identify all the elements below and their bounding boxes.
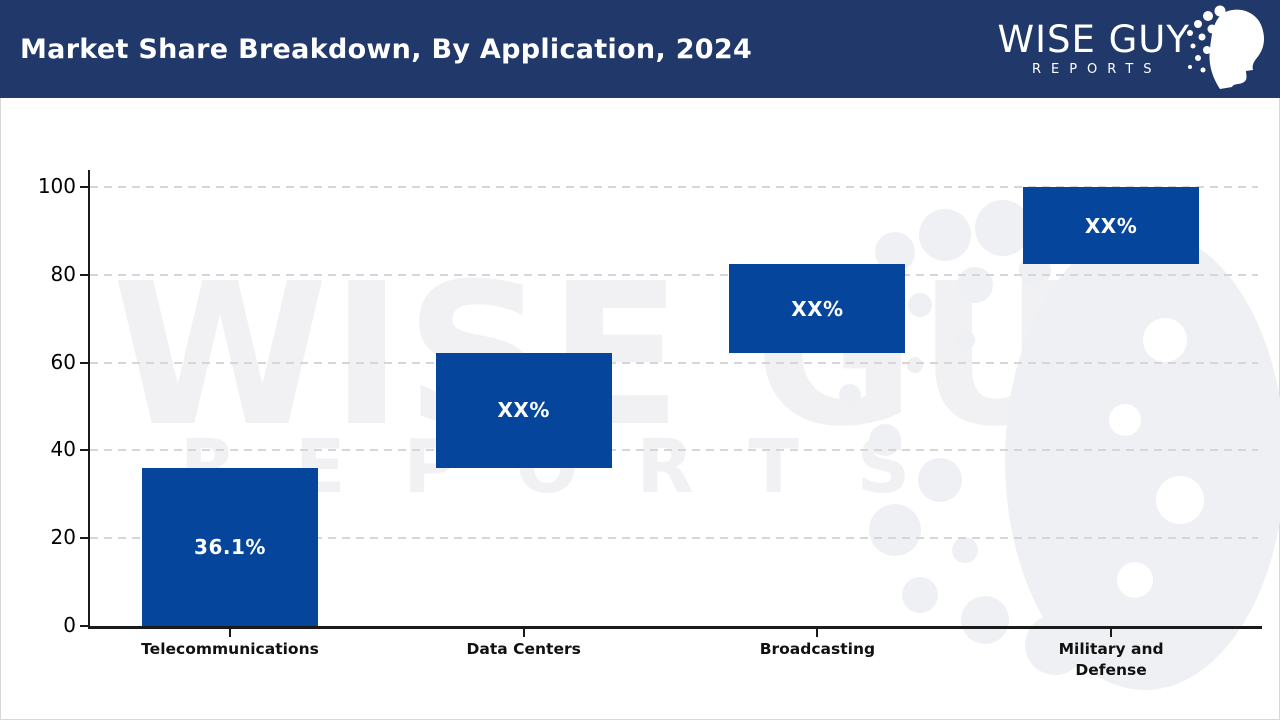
logo-subtitle: REPORTS — [1031, 62, 1162, 77]
y-axis-spine — [88, 170, 90, 629]
bar-data-centers[interactable]: XX% — [435, 352, 612, 468]
x-tick-2 — [816, 629, 819, 637]
bar-broadcasting[interactable]: XX% — [729, 264, 906, 353]
logo-wordmark: WISE GUY — [997, 18, 1190, 61]
gridline-y-40 — [90, 449, 1258, 452]
y-tick-label-0: 0 — [63, 613, 76, 637]
x-tick-3 — [1110, 629, 1113, 637]
y-tick-label-60: 60 — [50, 349, 76, 374]
y-tick-80 — [80, 273, 88, 276]
x-tick-0 — [229, 629, 231, 637]
gridline-y-80 — [90, 273, 1258, 276]
bar-value-label: XX% — [497, 398, 550, 423]
x-axis-category-label: Broadcasting — [759, 640, 876, 658]
page-title: Market Share Breakdown, By Application, … — [20, 33, 753, 65]
bar-telecommunications[interactable]: 36.1% — [142, 467, 318, 626]
y-tick-40 — [80, 449, 88, 452]
brand-logo-text: WISE GUY REPORTS — [998, 21, 1190, 77]
y-tick-0 — [80, 625, 88, 627]
gridline-y-100 — [90, 186, 1258, 188]
x-tick-1 — [522, 629, 525, 637]
x-axis-spine — [88, 626, 1262, 629]
y-tick-label-100: 100 — [37, 174, 76, 198]
gridline-y-20 — [90, 537, 1258, 540]
watermark-face-dots-icon — [839, 200, 1280, 690]
y-tick-label-80: 80 — [50, 261, 76, 286]
x-axis-category-label: Telecommunications — [141, 640, 319, 658]
bar-military-and-defense[interactable]: XX% — [1023, 187, 1200, 265]
y-tick-100 — [80, 186, 88, 188]
gridline-y-60 — [90, 361, 1258, 364]
bar-value-label: 36.1% — [194, 534, 266, 559]
y-tick-60 — [80, 361, 88, 364]
brand-logo: WISE GUY REPORTS — [998, 3, 1280, 95]
y-tick-label-40: 40 — [50, 437, 76, 462]
x-axis-category-label: Data Centers — [466, 640, 581, 658]
x-axis-category-label: Military and Defense — [1058, 640, 1164, 679]
bar-value-label: XX% — [791, 296, 844, 321]
y-tick-label-20: 20 — [50, 525, 76, 550]
bar-value-label: XX% — [1084, 213, 1138, 238]
y-tick-20 — [80, 537, 88, 540]
logo-face-icon — [1187, 5, 1265, 89]
header-bar: Market Share Breakdown, By Application, … — [0, 0, 1280, 98]
